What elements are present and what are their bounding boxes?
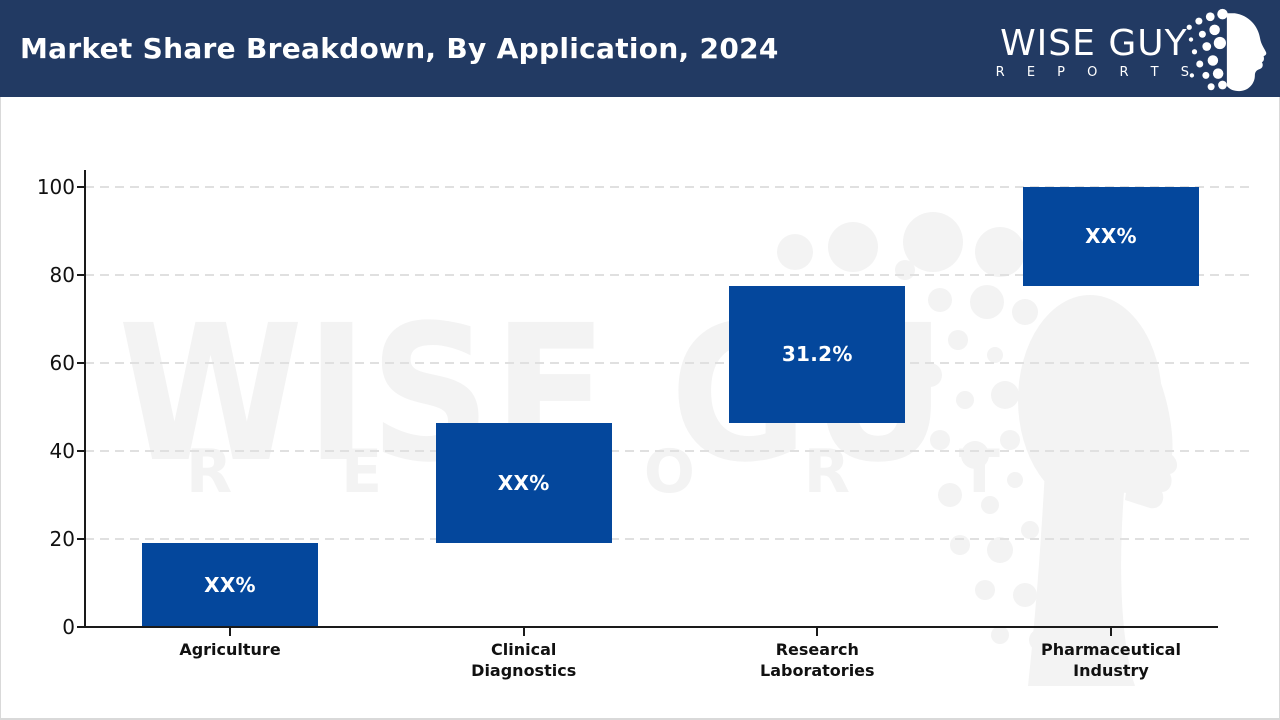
y-axis-tick: [77, 626, 85, 628]
x-axis-label-research-laboratories: Research Laboratories: [760, 640, 875, 680]
x-axis-label-pharmaceutical-industry: Pharmaceutical Industry: [1041, 640, 1181, 680]
x-axis-tick: [229, 628, 231, 636]
bar-value-label: 31.2%: [781, 342, 853, 367]
y-axis-tick: [77, 450, 85, 452]
header-bar: Market Share Breakdown, By Application, …: [0, 0, 1280, 97]
gridline: [85, 186, 1252, 188]
x-axis-tick: [1110, 628, 1112, 636]
x-axis-label-agriculture: Agriculture: [179, 640, 281, 659]
x-axis-tick: [522, 628, 525, 636]
x-axis-tick: [816, 628, 819, 636]
bar-research-laboratories: 31.2%: [729, 285, 906, 423]
gridline: [85, 362, 1252, 364]
bar-value-label: XX%: [204, 572, 256, 597]
bar-value-label: XX%: [1085, 224, 1137, 249]
bar-value-label: XX%: [497, 470, 550, 495]
y-axis-tick-label: 80: [49, 263, 75, 287]
bar-clinical-diagnostics: XX%: [435, 422, 612, 543]
logo-text: WISE GUY R E P O R T S: [990, 23, 1198, 81]
y-axis-tick: [77, 538, 85, 540]
x-axis-line: [84, 626, 1218, 628]
y-axis-tick-label: 100: [36, 175, 75, 199]
bar-pharmaceutical-industry: XX%: [1023, 187, 1199, 286]
logo-head-icon: [1186, 8, 1267, 92]
watermark-subtitle: R E P O R T S: [186, 437, 1196, 507]
y-axis-tick-label: 60: [49, 351, 75, 375]
y-axis-tick-label: 20: [49, 527, 75, 551]
y-axis-tick: [77, 362, 85, 364]
gridline: [85, 538, 1252, 540]
gridline: [85, 274, 1252, 276]
wise-guy-logo: WISE GUY R E P O R T S: [990, 6, 1270, 92]
x-axis-label-clinical-diagnostics: Clinical Diagnostics: [471, 640, 577, 680]
y-axis-line: [84, 170, 86, 628]
y-axis-tick: [77, 186, 85, 188]
y-axis-tick: [77, 274, 85, 276]
gridline: [85, 450, 1252, 452]
y-axis-tick-label: 0: [62, 615, 75, 639]
logo-subtitle: R E P O R T S: [995, 65, 1198, 80]
y-axis-tick-label: 40: [49, 439, 75, 463]
bar-agriculture: XX%: [142, 542, 318, 627]
chart-title: Market Share Breakdown, By Application, …: [20, 32, 779, 65]
logo-wordmark: WISE GUY: [1000, 23, 1188, 64]
